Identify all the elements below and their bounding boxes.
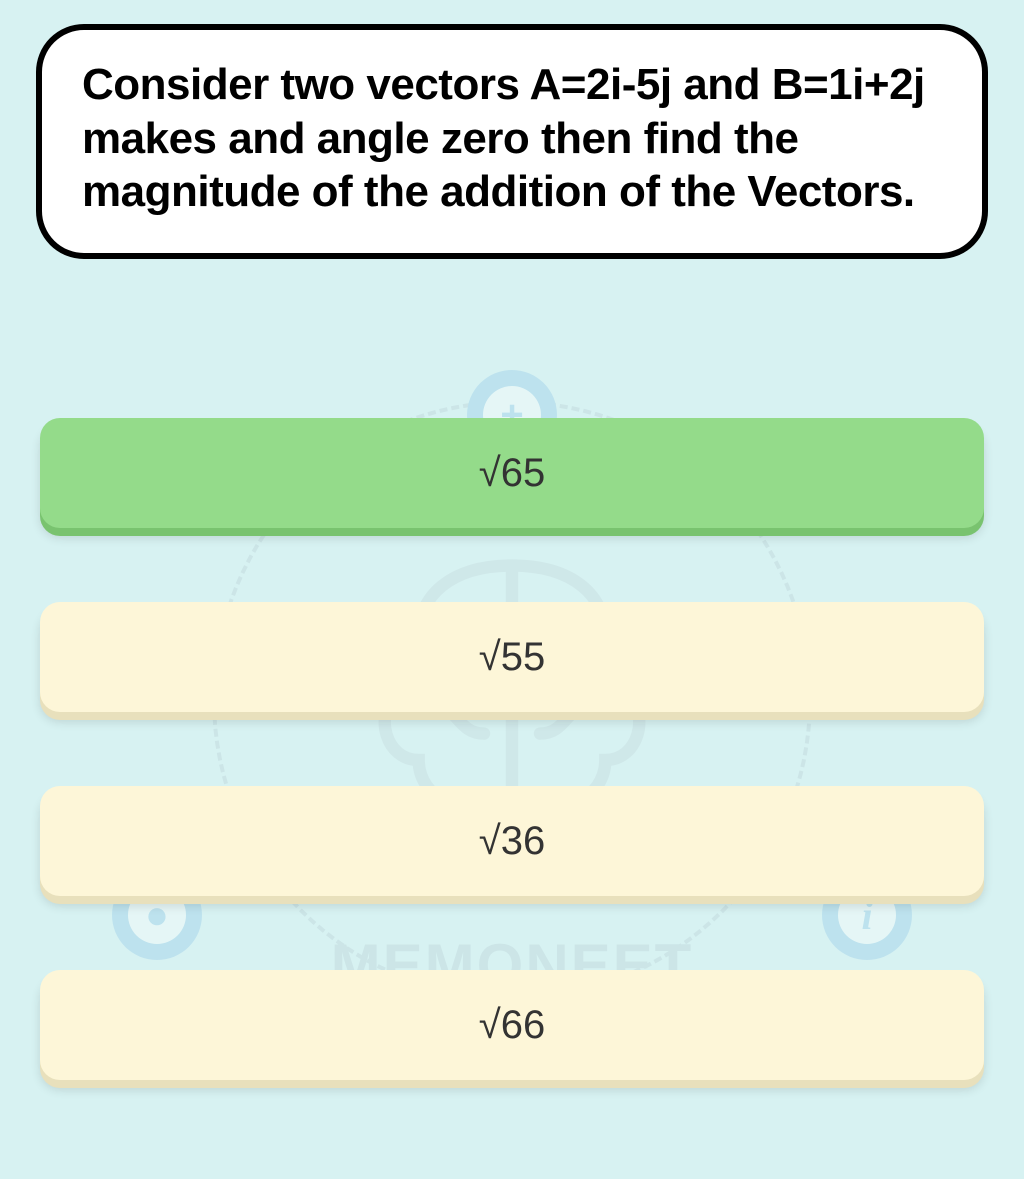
option-label: √55 xyxy=(479,635,545,680)
option-label: √36 xyxy=(479,819,545,864)
option-2[interactable]: √55 xyxy=(40,602,984,712)
question-box: Consider two vectors A=2i-5j and B=1i+2j… xyxy=(36,24,988,259)
question-text: Consider two vectors A=2i-5j and B=1i+2j… xyxy=(82,58,942,219)
option-1[interactable]: √65 xyxy=(40,418,984,528)
option-label: √66 xyxy=(479,1003,545,1048)
option-4[interactable]: √66 xyxy=(40,970,984,1080)
option-3[interactable]: √36 xyxy=(40,786,984,896)
option-label: √65 xyxy=(479,451,545,496)
options-list: √65 √55 √36 √66 xyxy=(40,418,984,1080)
